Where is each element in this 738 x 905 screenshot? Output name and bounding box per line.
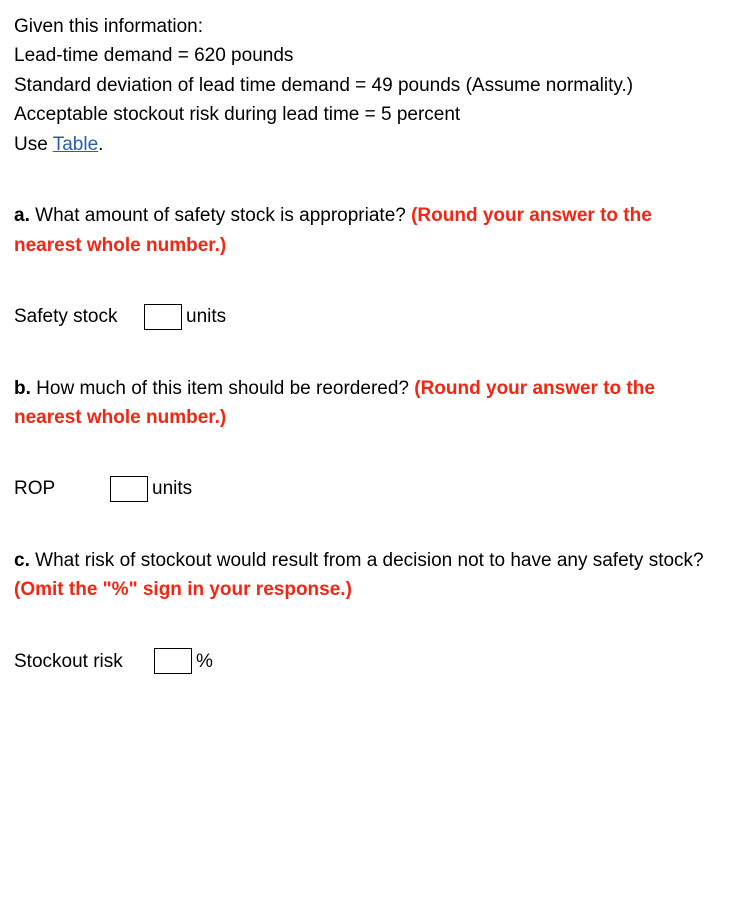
question-c-label: c. (14, 550, 30, 571)
answer-row-b: ROP units (14, 474, 724, 503)
question-a-label: a. (14, 205, 30, 226)
question-a-prompt: a. What amount of safety stock is approp… (14, 201, 724, 260)
question-a-text: What amount of safety stock is appropria… (30, 205, 411, 226)
answer-a-label: Safety stock (14, 302, 144, 331)
question-c: c. What risk of stockout would result fr… (14, 546, 724, 676)
intro-line-3: Standard deviation of lead time demand =… (14, 71, 724, 100)
rop-input[interactable] (110, 476, 148, 502)
intro-line-5-suffix: . (98, 134, 103, 155)
answer-row-a: Safety stock units (14, 302, 724, 331)
intro-line-1: Given this information: (14, 12, 724, 41)
safety-stock-input[interactable] (144, 304, 182, 330)
intro-line-2: Lead-time demand = 620 pounds (14, 41, 724, 70)
question-b: b. How much of this item should be reord… (14, 374, 724, 504)
question-c-text: What risk of stockout would result from … (30, 550, 704, 571)
question-b-prompt: b. How much of this item should be reord… (14, 374, 724, 433)
answer-c-unit: % (196, 647, 213, 676)
intro-line-5: Use Table. (14, 130, 724, 159)
stockout-risk-input[interactable] (154, 648, 192, 674)
intro-line-4: Acceptable stockout risk during lead tim… (14, 100, 724, 129)
intro-block: Given this information: Lead-time demand… (14, 12, 724, 159)
question-a: a. What amount of safety stock is approp… (14, 201, 724, 331)
table-link[interactable]: Table (53, 134, 98, 155)
intro-line-5-prefix: Use (14, 134, 53, 155)
answer-c-label: Stockout risk (14, 647, 154, 676)
answer-b-label: ROP (14, 474, 110, 503)
question-b-text: How much of this item should be reordere… (31, 378, 414, 399)
answer-b-unit: units (152, 474, 192, 503)
question-b-label: b. (14, 378, 31, 399)
answer-row-c: Stockout risk % (14, 647, 724, 676)
answer-a-unit: units (186, 302, 226, 331)
question-c-prompt: c. What risk of stockout would result fr… (14, 546, 724, 605)
question-c-hint: (Omit the "%" sign in your response.) (14, 579, 352, 600)
